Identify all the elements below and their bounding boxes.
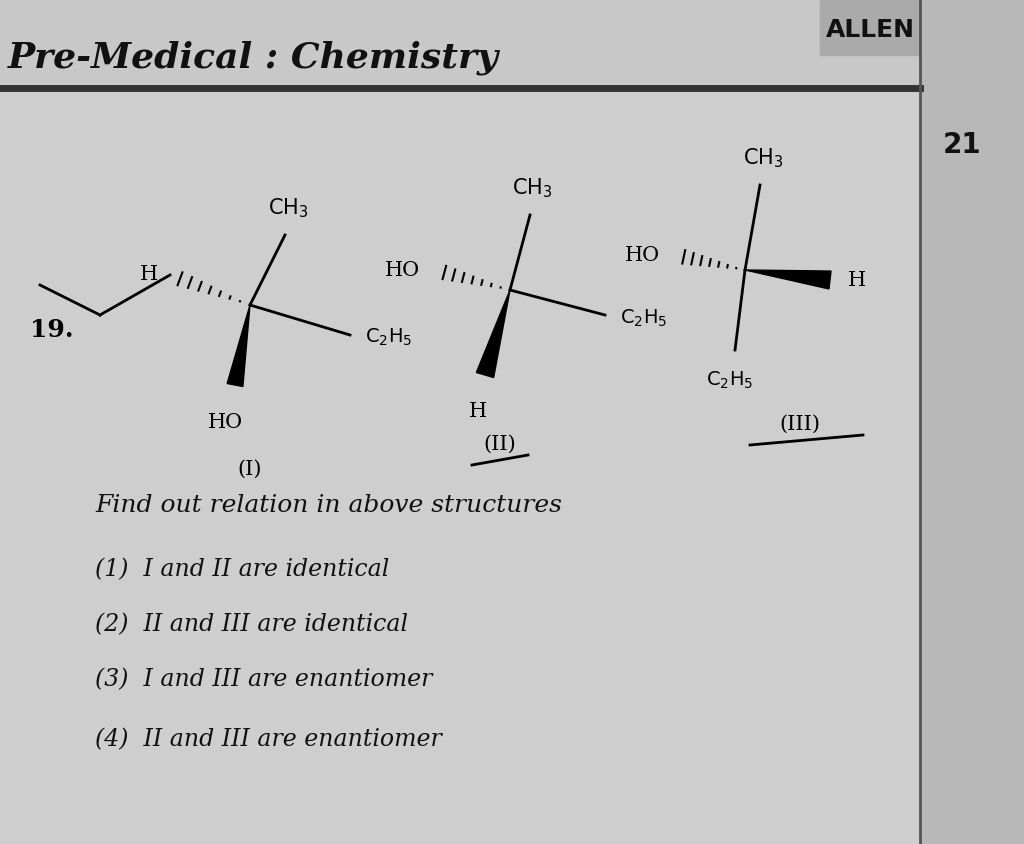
Text: $\rm C_2H_5$: $\rm C_2H_5$	[707, 370, 754, 392]
Text: Find out relation in above structures: Find out relation in above structures	[95, 494, 562, 517]
Text: (1)  I and II are identical: (1) I and II are identical	[95, 559, 389, 582]
Text: H: H	[848, 270, 866, 289]
Text: $\rm C_2H_5$: $\rm C_2H_5$	[365, 327, 413, 348]
Polygon shape	[476, 290, 510, 377]
Text: HO: HO	[385, 261, 420, 279]
Text: (I): (I)	[238, 460, 262, 479]
Bar	[820, 0, 920, 55]
Bar	[920, 0, 1024, 844]
Bar	[0, 0, 920, 90]
Text: $\rm C_2H_5$: $\rm C_2H_5$	[620, 307, 668, 328]
Text: 21: 21	[943, 131, 981, 159]
Text: (4)  II and III are enantiomer: (4) II and III are enantiomer	[95, 728, 441, 751]
Text: H: H	[469, 402, 487, 421]
Text: $\rm CH_3$: $\rm CH_3$	[512, 176, 552, 200]
Text: (II): (II)	[483, 435, 516, 454]
Text: $\rm CH_3$: $\rm CH_3$	[267, 197, 308, 220]
Text: $\rm CH_3$: $\rm CH_3$	[742, 146, 783, 170]
Text: HO: HO	[208, 413, 243, 432]
Text: (III): (III)	[779, 415, 820, 434]
Text: 19.: 19.	[30, 318, 74, 342]
Text: Pre-Medical : Chemistry: Pre-Medical : Chemistry	[8, 41, 499, 75]
Text: ALLEN: ALLEN	[825, 18, 914, 42]
Polygon shape	[227, 305, 250, 387]
Polygon shape	[745, 270, 831, 289]
Text: H: H	[140, 266, 158, 284]
Bar	[0, 0, 920, 844]
Text: (2)  II and III are identical: (2) II and III are identical	[95, 614, 408, 636]
Text: HO: HO	[625, 246, 660, 264]
Text: (3)  I and III are enantiomer: (3) I and III are enantiomer	[95, 668, 432, 691]
